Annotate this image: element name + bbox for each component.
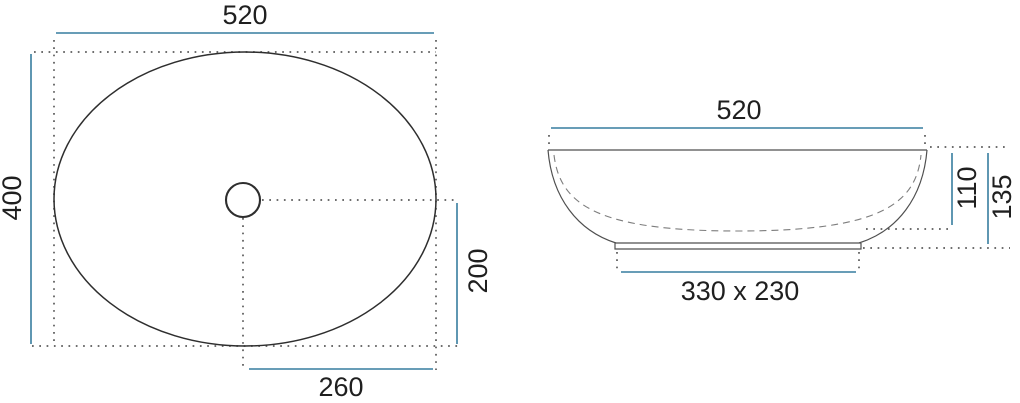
basin-base-foot <box>614 242 862 250</box>
side-view-base-size-label: 330 x 230 <box>681 276 800 306</box>
side-view-basin-depth-label: 110 <box>952 166 982 209</box>
top-view: 520 400 200 260 <box>0 0 493 402</box>
basin-inner-wall-dashed <box>553 154 922 232</box>
drain-hole <box>224 181 262 219</box>
basin-wall-right <box>858 149 928 244</box>
basin-wall-left <box>547 149 617 244</box>
top-view-front-offset-label: 200 <box>463 248 493 293</box>
top-view-depth-label: 400 <box>0 175 27 220</box>
top-view-right-offset-label: 260 <box>318 372 363 402</box>
side-view-width-label: 520 <box>716 95 761 125</box>
top-view-width-label: 520 <box>222 0 267 30</box>
basin-oval-outline <box>53 51 437 347</box>
side-view-total-height-label: 135 <box>987 174 1017 219</box>
side-view: 520 110 135 330 x 230 <box>547 95 1017 306</box>
